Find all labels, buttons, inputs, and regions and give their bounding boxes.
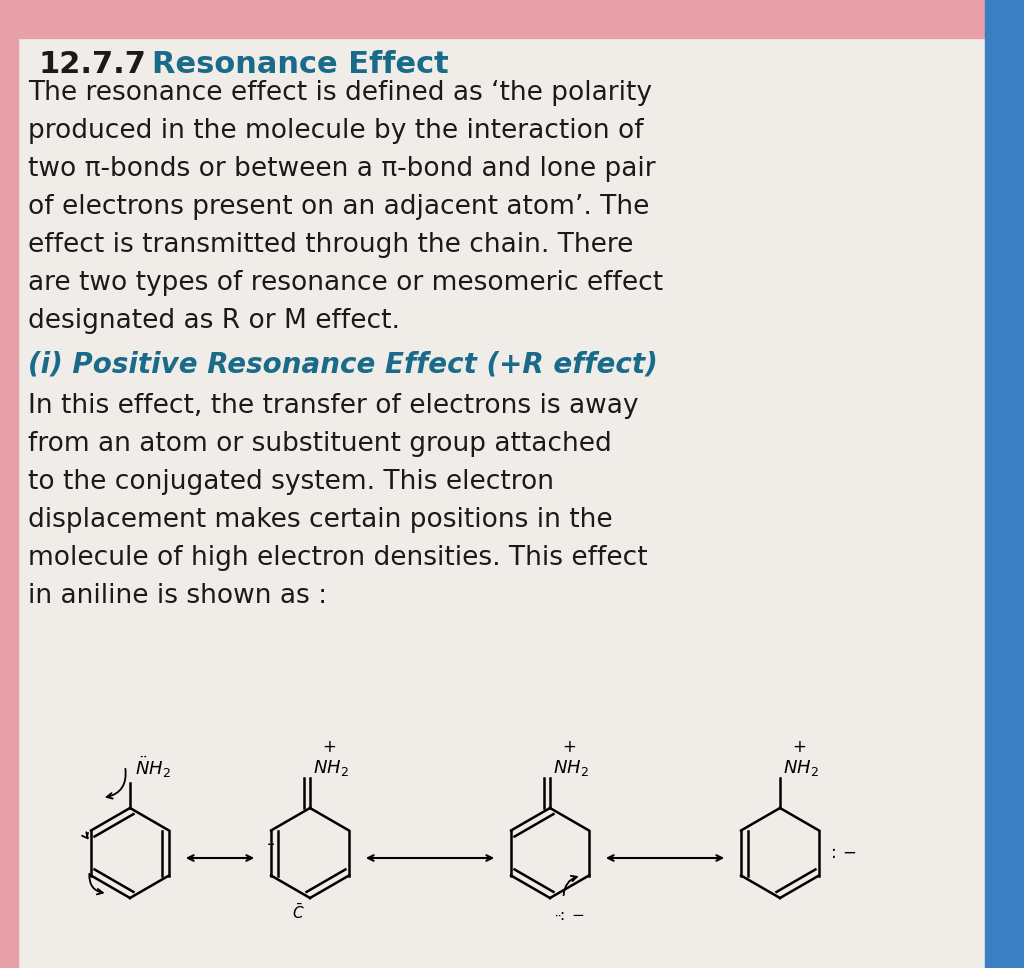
- Text: $+$: $+$: [792, 738, 806, 756]
- Text: Resonance Effect: Resonance Effect: [152, 50, 449, 79]
- Text: to the conjugated system. This electron: to the conjugated system. This electron: [28, 469, 554, 495]
- Text: produced in the molecule by the interaction of: produced in the molecule by the interact…: [28, 118, 644, 144]
- Text: displacement makes certain positions in the: displacement makes certain positions in …: [28, 507, 612, 533]
- Text: $\bar{C}$: $\bar{C}$: [292, 903, 304, 923]
- Text: two π-bonds or between a π-bond and lone pair: two π-bonds or between a π-bond and lone…: [28, 156, 655, 182]
- Text: $\ddot{N}H_2$: $\ddot{N}H_2$: [135, 755, 171, 780]
- Text: 12.7.7: 12.7.7: [38, 50, 145, 79]
- Text: of electrons present on an adjacent atom’. The: of electrons present on an adjacent atom…: [28, 194, 649, 220]
- Bar: [985, 0, 1024, 968]
- Text: (i) Positive Resonance Effect (+R effect): (i) Positive Resonance Effect (+R effect…: [28, 351, 657, 379]
- Bar: [0, 0, 1024, 38]
- Text: The resonance effect is defined as ‘the polarity: The resonance effect is defined as ‘the …: [28, 80, 652, 106]
- Text: are two types of resonance or mesomeric effect: are two types of resonance or mesomeric …: [28, 270, 664, 296]
- Text: $+$: $+$: [562, 738, 577, 756]
- Text: effect is transmitted through the chain. There: effect is transmitted through the chain.…: [28, 232, 634, 258]
- Text: designated as R or M effect.: designated as R or M effect.: [28, 308, 400, 334]
- Text: from an atom or substituent group attached: from an atom or substituent group attach…: [28, 431, 611, 457]
- Text: $NH_2$: $NH_2$: [313, 758, 349, 778]
- Text: $+$: $+$: [322, 738, 336, 756]
- Bar: [0, 0, 18, 968]
- Text: In this effect, the transfer of electrons is away: In this effect, the transfer of electron…: [28, 393, 639, 419]
- Text: $\ddot{}:-$: $\ddot{}:-$: [555, 908, 585, 923]
- Text: $NH_2$: $NH_2$: [783, 758, 819, 778]
- Text: molecule of high electron densities. This effect: molecule of high electron densities. Thi…: [28, 545, 647, 571]
- Text: $:-$: $:-$: [827, 844, 856, 862]
- Text: $NH_2$: $NH_2$: [553, 758, 589, 778]
- Text: $\ddot{}$: $\ddot{}$: [268, 833, 275, 852]
- Text: in aniline is shown as :: in aniline is shown as :: [28, 583, 327, 609]
